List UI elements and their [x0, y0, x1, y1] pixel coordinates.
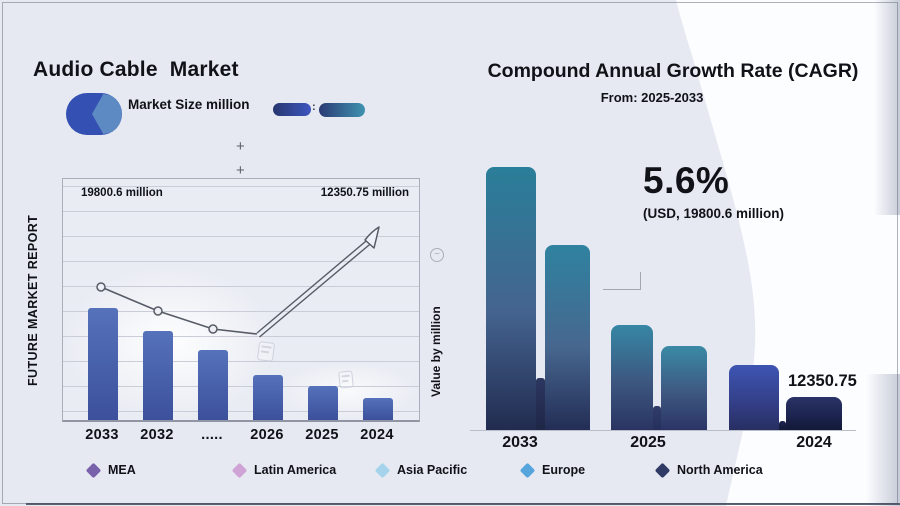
legend-item: Asia Pacific [374, 462, 468, 478]
left-bar-label: 2032 [140, 427, 174, 443]
right-bar-secondary [545, 245, 590, 430]
circled-minus-icon: − [430, 248, 444, 262]
left-bar-label: 2025 [305, 427, 339, 443]
left-bar [363, 398, 393, 420]
legend-diamond-icon [85, 462, 102, 478]
legend-label: MEA [108, 463, 136, 477]
legend-diamond-icon [231, 462, 248, 478]
left-bar-label: 2026 [250, 427, 284, 443]
chart-start-value: 19800.6 million [81, 187, 163, 199]
legend-item: Europe [519, 462, 586, 478]
value-2024-annotation: 12350.75 [788, 372, 857, 390]
legend: MEA Latin America Asia Pacific Europe North … [0, 462, 900, 489]
right-bar-label: 2025 [630, 434, 666, 451]
legend-label: Europe [542, 463, 586, 477]
chart-end-value: 12350.75 million [320, 187, 409, 199]
cagr-value: 5.6% [643, 160, 730, 201]
value-axis-label: Value by million [429, 306, 443, 398]
cagr-subtitle: From: 2025-2033 [600, 90, 704, 105]
left-bar [198, 350, 228, 420]
decorative-pill-right [319, 103, 365, 117]
left-bar-label: 2024 [360, 427, 394, 443]
right-bar-primary [729, 365, 779, 430]
cagr-chart [470, 150, 860, 431]
plus-icon: + [236, 138, 245, 155]
decorative-pill-left [273, 103, 311, 116]
cagr-title: Compound Annual Growth Rate (CAGR) [487, 60, 859, 82]
side-watermark-text: FUTURE MARKET REPORT [26, 214, 40, 386]
right-bar-label: 2033 [502, 434, 538, 451]
left-bar-label: ..... [201, 427, 223, 443]
right-bar-secondary [786, 397, 842, 430]
page-title: Audio Cable Market [33, 58, 239, 81]
cylinder-database-icon [66, 93, 122, 135]
legend-diamond-icon [374, 462, 391, 478]
right-bar-connector [779, 421, 786, 430]
legend-item: Latin America [231, 462, 337, 478]
legend-label: Asia Pacific [397, 463, 468, 477]
legend-item: North America [654, 462, 763, 478]
left-bar [253, 375, 283, 420]
market-size-label: Market Size million [128, 97, 250, 112]
market-size-chart: 19800.6 million 12350.75 million [62, 178, 420, 422]
legend-label: North America [677, 463, 763, 477]
plus-icon: + [236, 162, 245, 179]
right-bar-primary [611, 325, 653, 430]
left-bar [308, 386, 338, 420]
cagr-note: (USD, 19800.6 million) [643, 206, 785, 221]
page-frame-bottom [26, 503, 900, 505]
right-bar-primary [486, 167, 536, 430]
legend-diamond-icon [654, 462, 671, 478]
right-bar-label: 2024 [796, 434, 832, 451]
right-bar-secondary [661, 346, 707, 430]
corner-bracket-decoration [603, 272, 641, 290]
pill-colon: : [312, 101, 316, 113]
right-chart-baseline [470, 429, 856, 431]
right-x-axis-labels: 2033 2025 2024 [470, 434, 870, 456]
legend-diamond-icon [519, 462, 536, 478]
right-bar-connector [536, 378, 545, 430]
left-bar [88, 308, 118, 420]
left-x-axis-labels: 2033 2032..... 2026 2025 2024 [62, 427, 420, 447]
trend-line-arrow [96, 226, 380, 338]
legend-label: Latin America [254, 463, 337, 477]
left-bar-label: 2033 [85, 427, 119, 443]
legend-item: MEA [85, 462, 136, 478]
right-bar-connector [653, 406, 661, 430]
left-bar [143, 331, 173, 420]
